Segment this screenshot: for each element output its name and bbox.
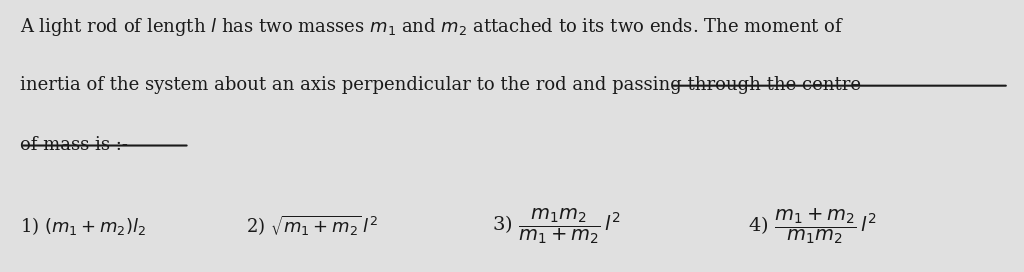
Text: 3) $\dfrac{m_1 m_2}{m_1 + m_2}\, l^2$: 3) $\dfrac{m_1 m_2}{m_1 + m_2}\, l^2$ (492, 206, 620, 246)
Text: A light rod of length $l$ has two masses $m_1$ and $m_2$ attached to its two end: A light rod of length $l$ has two masses… (20, 16, 845, 38)
Text: inertia of the system about an axis perpendicular to the rod and passing through: inertia of the system about an axis perp… (20, 76, 861, 94)
Text: 4) $\dfrac{m_1 + m_2}{m_1 m_2}\, l^2$: 4) $\dfrac{m_1 + m_2}{m_1 m_2}\, l^2$ (748, 206, 876, 246)
Text: 2) $\sqrt{m_1 + m_2}\, l^2$: 2) $\sqrt{m_1 + m_2}\, l^2$ (246, 214, 378, 238)
Text: of mass is :-: of mass is :- (20, 136, 128, 154)
Text: 1) $(m_1 + m_2)l_2$: 1) $(m_1 + m_2)l_2$ (20, 215, 146, 237)
